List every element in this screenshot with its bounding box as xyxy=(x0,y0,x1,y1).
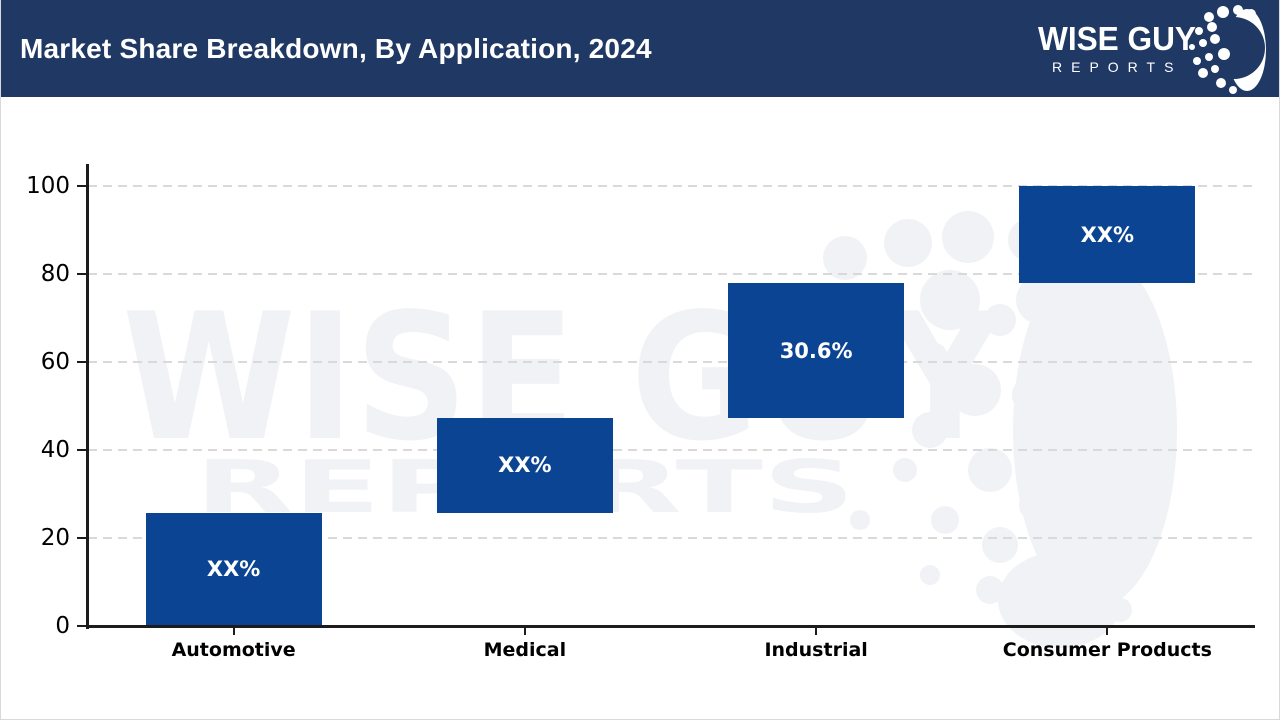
y-tick-label: 80 xyxy=(40,261,70,287)
y-tick-label: 40 xyxy=(40,437,70,463)
x-axis xyxy=(86,625,1255,628)
x-tick-mark xyxy=(815,628,818,635)
x-tick-mark xyxy=(523,628,526,635)
bar: 30.6% xyxy=(728,283,905,418)
brand-logo-text: WISE GUY xyxy=(1038,20,1196,57)
brand-logo-subtext: REPORTS xyxy=(1052,59,1182,75)
bar-value-label: XX% xyxy=(498,453,552,478)
gridline xyxy=(88,537,1253,539)
y-tick-mark xyxy=(77,361,86,363)
x-category-label: Consumer Products xyxy=(1002,639,1212,661)
brand-logo: WISE GUY REPORTS xyxy=(1038,5,1266,94)
gridline xyxy=(88,361,1253,363)
x-tick-mark xyxy=(1106,628,1109,635)
x-tick-mark xyxy=(232,628,235,635)
bar-value-label: XX% xyxy=(1080,222,1135,247)
x-category-label: Medical xyxy=(483,639,567,661)
bar: XX% xyxy=(1019,186,1196,284)
gridline xyxy=(88,185,1253,187)
header: Market Share Breakdown, By Application, … xyxy=(0,0,1280,97)
page-title: Market Share Breakdown, By Application, … xyxy=(20,32,652,64)
y-tick-mark xyxy=(77,449,86,451)
gridline xyxy=(88,449,1253,451)
y-tick-mark xyxy=(77,625,86,627)
y-tick-label: 20 xyxy=(40,525,70,551)
x-category-label: Automotive xyxy=(171,639,296,661)
y-tick-mark xyxy=(77,185,86,187)
x-category-label: Industrial xyxy=(764,639,868,661)
gridline xyxy=(88,273,1253,275)
y-tick-label: 60 xyxy=(40,349,70,375)
y-tick-mark xyxy=(77,537,86,539)
bar-value-label: XX% xyxy=(206,557,261,582)
logo-head-icon xyxy=(1189,5,1266,94)
bar: XX% xyxy=(145,512,322,626)
y-axis xyxy=(86,164,89,629)
y-tick-mark xyxy=(77,273,86,275)
y-tick-label: 100 xyxy=(26,173,70,199)
bar-value-label: 30.6% xyxy=(779,338,853,363)
y-tick-label: 0 xyxy=(55,613,70,639)
bar: XX% xyxy=(436,417,613,513)
